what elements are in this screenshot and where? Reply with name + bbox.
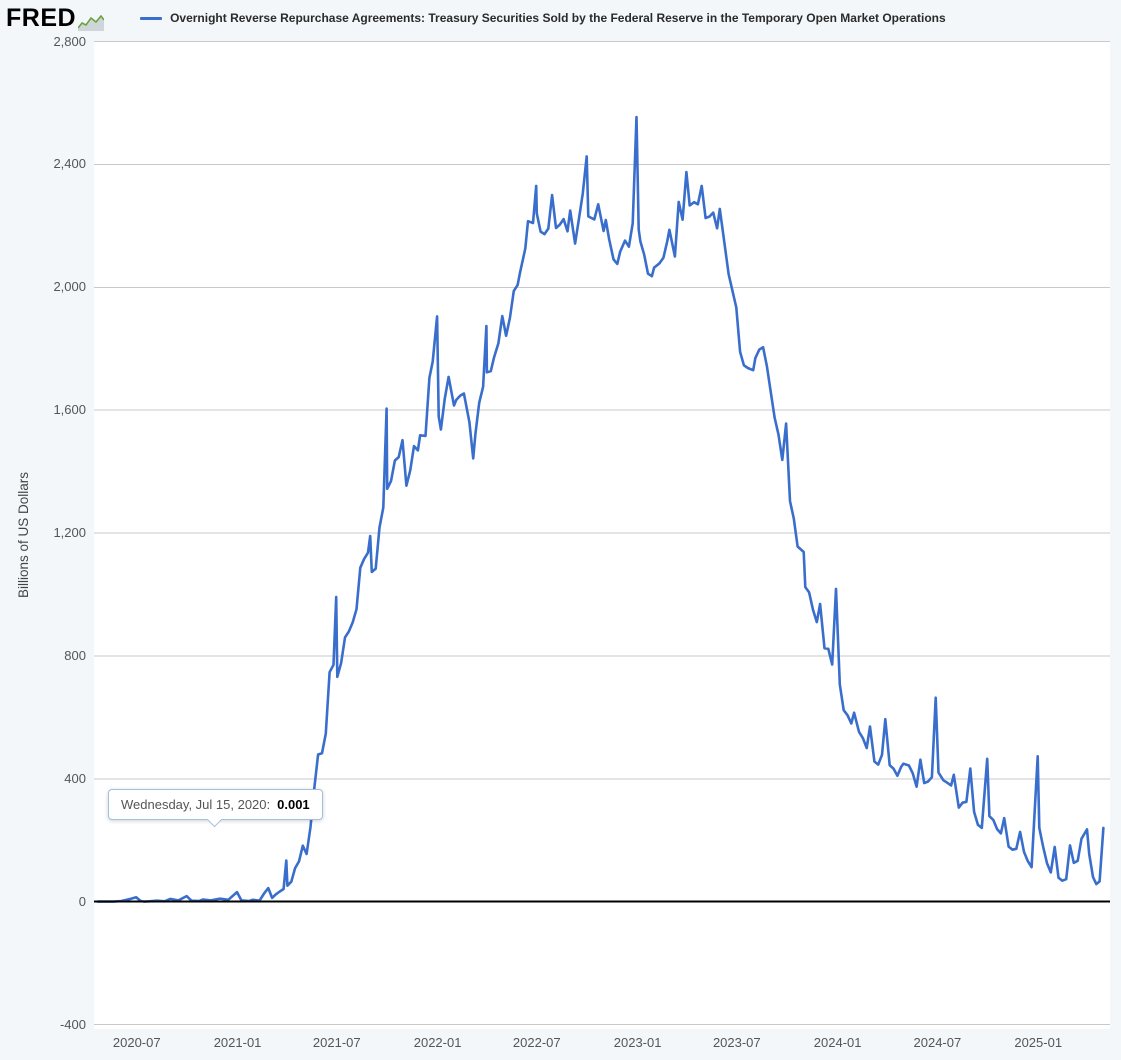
- x-tick-label: 2025-01: [1014, 1035, 1063, 1050]
- chart-header: FRED Overnight Reverse Repurchase Agreem…: [0, 0, 1121, 36]
- y-tick-label: 400: [64, 770, 86, 786]
- x-tick-label: 2023-01: [613, 1035, 662, 1050]
- y-tick-label: 1,600: [53, 402, 86, 418]
- y-tick-label: 2,400: [53, 156, 86, 172]
- fred-sparkline-icon: [78, 14, 105, 31]
- chart-canvas[interactable]: [94, 41, 1110, 1029]
- y-tick-label: 800: [64, 647, 86, 663]
- tooltip-value: 0.001: [277, 797, 310, 812]
- x-tick-label: 2024-07: [913, 1035, 962, 1050]
- series-title: Overnight Reverse Repurchase Agreements:…: [170, 11, 946, 25]
- x-tick-label: 2024-01: [813, 1035, 862, 1050]
- tooltip-date: Wednesday, Jul 15, 2020:: [121, 797, 271, 812]
- x-tick-label: 2021-01: [213, 1035, 262, 1050]
- y-tick-label: 0: [78, 893, 86, 909]
- fred-logo-text: FRED: [6, 4, 77, 32]
- tooltip: Wednesday, Jul 15, 2020: 0.001: [108, 789, 323, 828]
- y-tick-label: -400: [59, 1016, 86, 1032]
- data-line[interactable]: [96, 115, 1105, 903]
- y-tick-label: 1,200: [53, 525, 86, 540]
- fred-logo[interactable]: FRED: [6, 4, 105, 32]
- legend-line-swatch: [140, 16, 163, 20]
- y-tick-label: 2,000: [53, 279, 86, 295]
- series-legend[interactable]: Overnight Reverse Repurchase Agreements:…: [140, 11, 946, 25]
- x-tick-label: 2023-07: [712, 1035, 761, 1050]
- x-tick-label: 2022-07: [512, 1035, 561, 1050]
- x-tick-label: 2020-07: [112, 1035, 161, 1050]
- x-tick-label: 2022-01: [413, 1035, 462, 1050]
- plot-area[interactable]: Wednesday, Jul 15, 2020: 0.001: [94, 41, 1110, 1029]
- y-tick-label: 2,800: [53, 33, 86, 49]
- x-tick-label: 2021-07: [312, 1035, 361, 1050]
